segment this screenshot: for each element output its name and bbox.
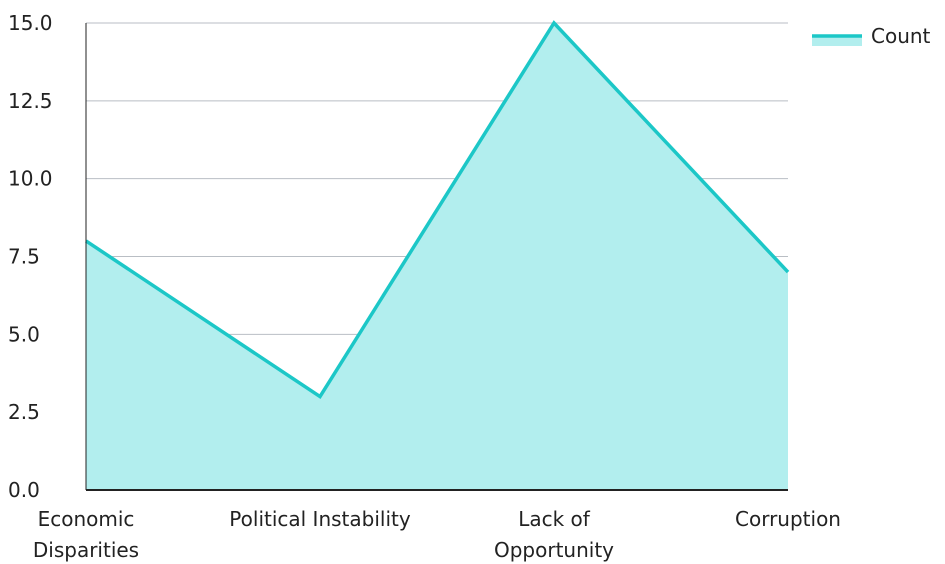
x-category-label-line: Opportunity [494,538,614,562]
x-category-label-line: Economic [38,507,135,531]
y-tick-label: 0.0 [8,478,40,502]
axes [85,23,788,491]
x-category-labels: Economic Disparities Political Instability… [33,507,841,562]
series-area-count [86,23,788,490]
y-tick-label: 15.0 [8,11,53,35]
area-layer [85,20,790,490]
x-category-label: Lack of Opportunity [494,507,614,562]
y-tick-label: 2.5 [8,400,40,424]
y-tick-label: 7.5 [8,245,40,269]
y-tick-label: 5.0 [8,322,40,346]
x-category-label-line: Lack of [518,507,591,531]
legend[interactable]: Count [812,24,931,48]
series-line-count [85,20,790,400]
x-category-label: Economic Disparities [33,507,139,562]
legend-label-count: Count [871,24,931,48]
x-category-label-line: Political Instability [229,507,411,531]
y-tick-labels: 0.0 2.5 5.0 7.5 10.0 12.5 15.0 [8,11,53,502]
x-category-label: Political Instability [229,507,411,531]
x-category-label-line: Disparities [33,538,139,562]
y-tick-label: 10.0 [8,167,53,191]
x-category-label-line: Corruption [735,507,841,531]
y-tick-label: 12.5 [8,89,53,113]
legend-swatch-count [812,36,862,46]
x-category-label: Corruption [735,507,841,531]
